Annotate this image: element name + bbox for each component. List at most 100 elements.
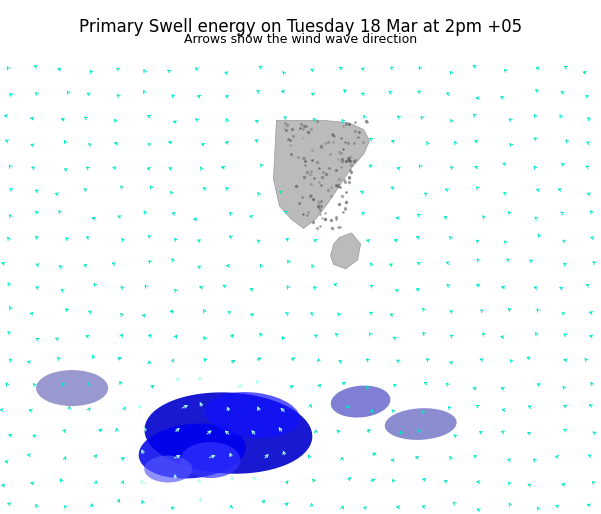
Point [338, 145, 348, 153]
Point [283, 135, 293, 143]
Point [338, 122, 348, 130]
Point [336, 149, 346, 157]
Point [285, 136, 295, 144]
Point [303, 127, 313, 136]
Point [323, 138, 333, 146]
Point [345, 153, 355, 161]
Point [320, 215, 330, 224]
Point [282, 121, 292, 129]
Point [346, 161, 356, 169]
Point [353, 133, 363, 141]
Point [334, 200, 344, 209]
Point [340, 205, 350, 213]
Point [286, 150, 296, 158]
Point [341, 197, 351, 206]
Point [302, 211, 312, 219]
Point [298, 154, 308, 162]
Point [334, 182, 343, 190]
Point [314, 164, 324, 172]
Point [308, 218, 318, 226]
Polygon shape [273, 120, 370, 228]
Point [331, 166, 340, 174]
Point [331, 215, 340, 223]
Point [344, 156, 354, 164]
Point [345, 156, 355, 164]
Point [361, 117, 371, 125]
Point [326, 183, 336, 191]
Point [285, 141, 294, 149]
Point [335, 183, 345, 191]
Point [307, 146, 317, 154]
Point [333, 223, 343, 231]
Point [344, 174, 354, 182]
Point [341, 188, 351, 196]
Point [316, 210, 325, 218]
Point [326, 150, 335, 158]
Point [308, 156, 317, 164]
Point [310, 174, 319, 182]
Point [303, 208, 313, 216]
Point [306, 124, 316, 133]
Polygon shape [331, 233, 361, 269]
Point [307, 179, 316, 188]
Point [325, 163, 334, 172]
Point [300, 160, 310, 169]
Point [362, 118, 371, 126]
Ellipse shape [144, 455, 192, 483]
Point [323, 186, 333, 194]
Point [333, 180, 343, 189]
Point [320, 138, 330, 146]
Point [338, 208, 347, 216]
Point [313, 201, 323, 210]
Point [299, 122, 309, 130]
Point [300, 157, 310, 166]
Point [306, 191, 316, 199]
Point [316, 197, 325, 206]
Point [317, 173, 326, 181]
Point [343, 138, 352, 146]
Point [296, 123, 305, 132]
Point [316, 201, 325, 210]
Ellipse shape [36, 370, 108, 406]
Point [312, 157, 322, 166]
Text: Arrows show the wind wave direction: Arrows show the wind wave direction [184, 33, 417, 46]
Text: Primary Swell energy on Tuesday 18 Mar at 2pm +05: Primary Swell energy on Tuesday 18 Mar a… [79, 18, 522, 36]
Point [318, 168, 328, 176]
Point [287, 124, 297, 133]
Point [340, 204, 350, 212]
Point [293, 153, 302, 161]
Point [291, 181, 301, 190]
Point [282, 125, 291, 134]
Point [344, 154, 353, 162]
Point [312, 117, 322, 125]
Point [315, 222, 325, 230]
Point [341, 157, 351, 166]
Point [316, 143, 326, 151]
Point [349, 157, 358, 165]
Point [328, 130, 337, 138]
Point [288, 132, 297, 140]
Point [313, 224, 322, 232]
Point [344, 173, 353, 181]
Point [317, 142, 326, 150]
Point [337, 155, 347, 163]
Ellipse shape [139, 424, 246, 479]
Point [301, 121, 311, 130]
Point [340, 178, 350, 186]
Point [300, 173, 310, 181]
Point [345, 166, 355, 174]
Point [316, 206, 325, 214]
Point [327, 224, 337, 232]
Point [281, 119, 290, 127]
Point [335, 148, 344, 156]
Point [339, 176, 349, 184]
Point [344, 119, 353, 127]
Point [341, 138, 350, 146]
Point [320, 209, 330, 217]
Point [350, 117, 359, 125]
Point [314, 196, 323, 205]
Point [349, 139, 359, 147]
Point [329, 132, 339, 140]
Point [331, 213, 341, 222]
Point [318, 214, 328, 222]
